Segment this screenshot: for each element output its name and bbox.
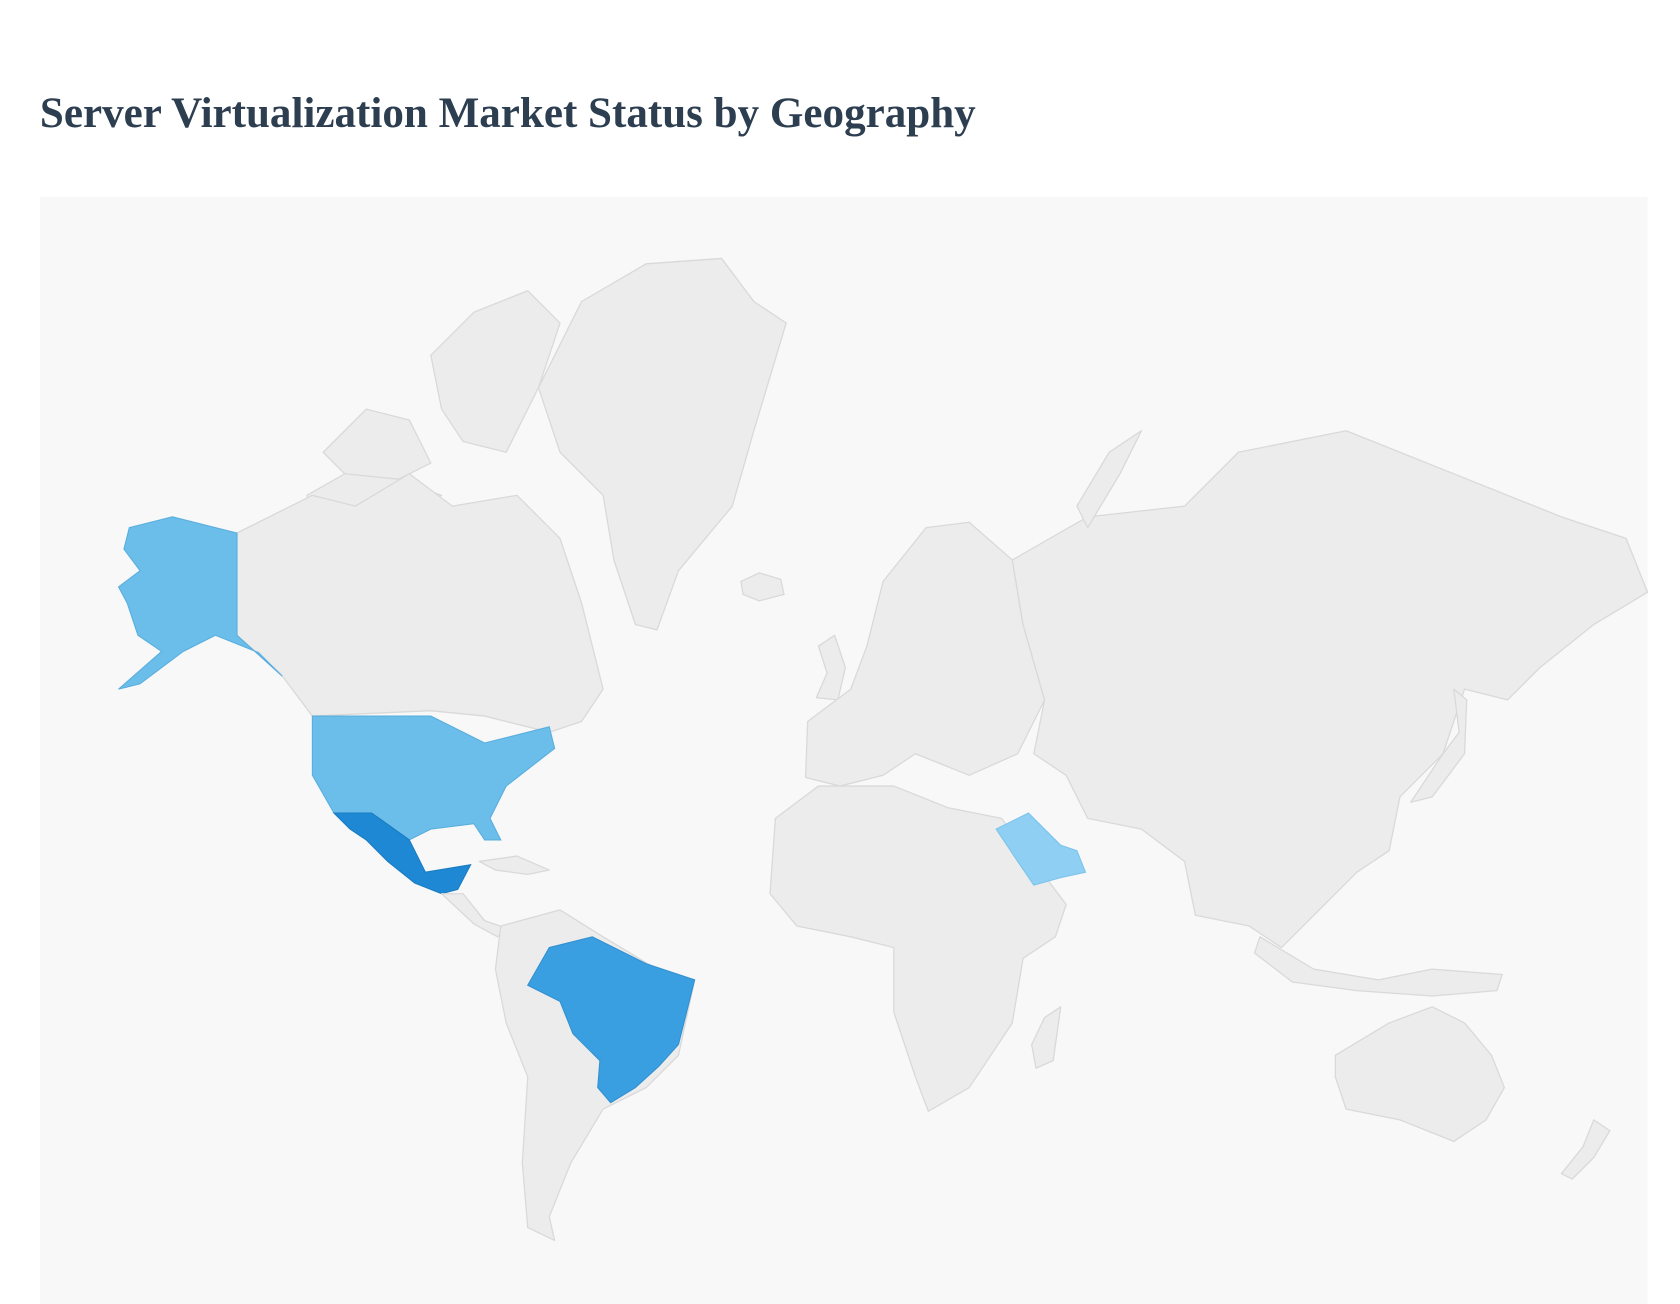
saudi-arabia [995,812,1087,886]
mexico [332,812,472,895]
novaya-zemlya [1076,430,1143,529]
madagascar [1031,1006,1062,1069]
alaska [117,516,283,690]
greenland [537,257,787,631]
europe [804,521,1046,787]
indonesia [1253,936,1503,997]
iceland [740,572,785,602]
world-map [117,257,1649,1242]
new-zealand [1560,1119,1611,1180]
page-title: Server Virtualization Market Status by G… [40,90,976,137]
asia [1011,430,1649,949]
caribbean [478,855,550,876]
australia [1334,1006,1506,1143]
canada [236,473,604,733]
brazil [526,936,696,1104]
africa [769,785,1067,1112]
japan [1410,688,1468,803]
